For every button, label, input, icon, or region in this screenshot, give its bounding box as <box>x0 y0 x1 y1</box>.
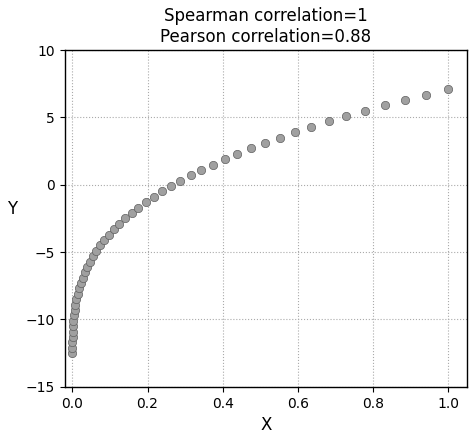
Title: Spearman correlation=1
Pearson correlation=0.88: Spearman correlation=1 Pearson correlati… <box>160 7 372 46</box>
Point <box>422 91 430 98</box>
Point <box>86 258 94 265</box>
Point <box>234 150 241 157</box>
Point <box>69 344 76 351</box>
Point <box>69 333 76 340</box>
Point <box>110 226 118 233</box>
Point <box>72 301 79 308</box>
Point <box>167 183 175 190</box>
Point <box>69 350 76 357</box>
Point <box>92 247 100 254</box>
Point <box>308 123 315 131</box>
Point <box>198 166 205 173</box>
Point <box>142 199 149 206</box>
Point <box>209 161 217 168</box>
Point <box>247 145 255 152</box>
Point <box>361 107 369 114</box>
Point <box>69 339 76 346</box>
Point <box>343 112 350 120</box>
Point <box>158 188 166 195</box>
Point <box>261 139 269 146</box>
Point <box>70 317 77 324</box>
Point <box>381 102 388 109</box>
Point <box>69 323 77 330</box>
Point <box>81 269 89 276</box>
Point <box>445 86 452 93</box>
Point <box>276 134 283 141</box>
Point <box>73 296 80 303</box>
Point <box>150 193 157 200</box>
Point <box>70 312 78 319</box>
Point <box>116 220 123 228</box>
Y-axis label: Y: Y <box>7 200 17 218</box>
Point <box>292 129 299 136</box>
Point <box>401 97 409 104</box>
Point <box>77 280 84 287</box>
X-axis label: X: X <box>260 416 272 434</box>
Point <box>187 172 194 179</box>
Point <box>74 290 82 297</box>
Point <box>89 253 97 260</box>
Point <box>79 274 86 281</box>
Point <box>69 328 77 335</box>
Point <box>96 242 104 249</box>
Point <box>121 215 129 222</box>
Point <box>135 204 142 211</box>
Point <box>177 177 184 184</box>
Point <box>128 209 136 217</box>
Point <box>83 263 91 270</box>
Point <box>221 156 228 163</box>
Point <box>325 118 332 125</box>
Point <box>71 306 78 314</box>
Point <box>105 231 113 238</box>
Point <box>75 285 83 292</box>
Point <box>100 236 108 243</box>
